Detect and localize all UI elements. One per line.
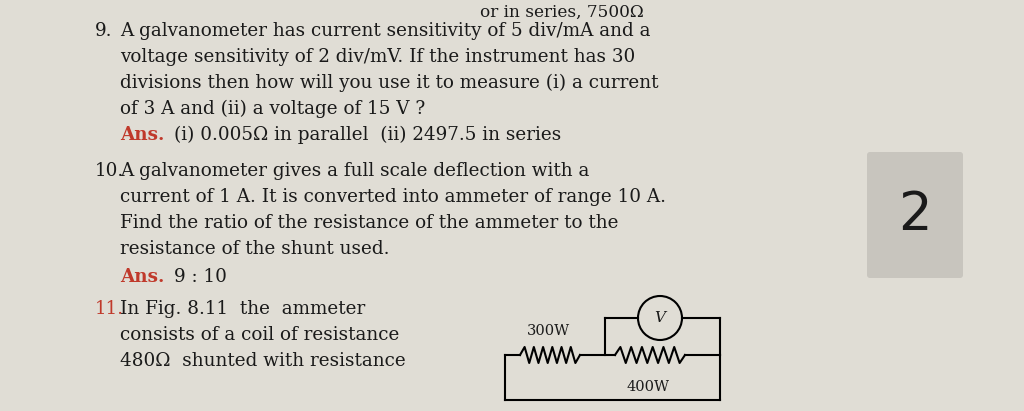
Text: In Fig. 8.11  the  ammeter: In Fig. 8.11 the ammeter: [120, 300, 366, 318]
Text: 11.: 11.: [95, 300, 124, 318]
Text: 480Ω  shunted with resistance: 480Ω shunted with resistance: [120, 352, 406, 370]
Text: A galvanometer has current sensitivity of 5 div/mA and a: A galvanometer has current sensitivity o…: [120, 22, 650, 40]
Text: 400W: 400W: [627, 380, 670, 394]
Text: resistance of the shunt used.: resistance of the shunt used.: [120, 240, 389, 258]
Text: (i) 0.005Ω in parallel  (ii) 2497.5 in series: (i) 0.005Ω in parallel (ii) 2497.5 in se…: [174, 126, 561, 144]
Text: Find the ratio of the resistance of the ammeter to the: Find the ratio of the resistance of the …: [120, 214, 618, 232]
Text: V: V: [654, 311, 666, 325]
Text: 300W: 300W: [526, 324, 569, 338]
Text: 9 : 10: 9 : 10: [174, 268, 227, 286]
Text: Ans.: Ans.: [120, 126, 165, 144]
Text: of 3 A and (ii) a voltage of 15 V ?: of 3 A and (ii) a voltage of 15 V ?: [120, 100, 425, 118]
Text: consists of a coil of resistance: consists of a coil of resistance: [120, 326, 399, 344]
Text: voltage sensitivity of 2 div/mV. If the instrument has 30: voltage sensitivity of 2 div/mV. If the …: [120, 48, 635, 66]
FancyBboxPatch shape: [867, 152, 963, 278]
Text: 10.: 10.: [95, 162, 124, 180]
Text: divisions then how will you use it to measure (i) a current: divisions then how will you use it to me…: [120, 74, 658, 92]
Text: 2: 2: [898, 189, 932, 241]
Text: Ans.: Ans.: [120, 268, 165, 286]
Text: current of 1 A. It is converted into ammeter of range 10 A.: current of 1 A. It is converted into amm…: [120, 188, 666, 206]
Text: 9.: 9.: [95, 22, 113, 40]
Text: or in series, 7500Ω: or in series, 7500Ω: [480, 4, 644, 21]
Text: A galvanometer gives a full scale deflection with a: A galvanometer gives a full scale deflec…: [120, 162, 590, 180]
